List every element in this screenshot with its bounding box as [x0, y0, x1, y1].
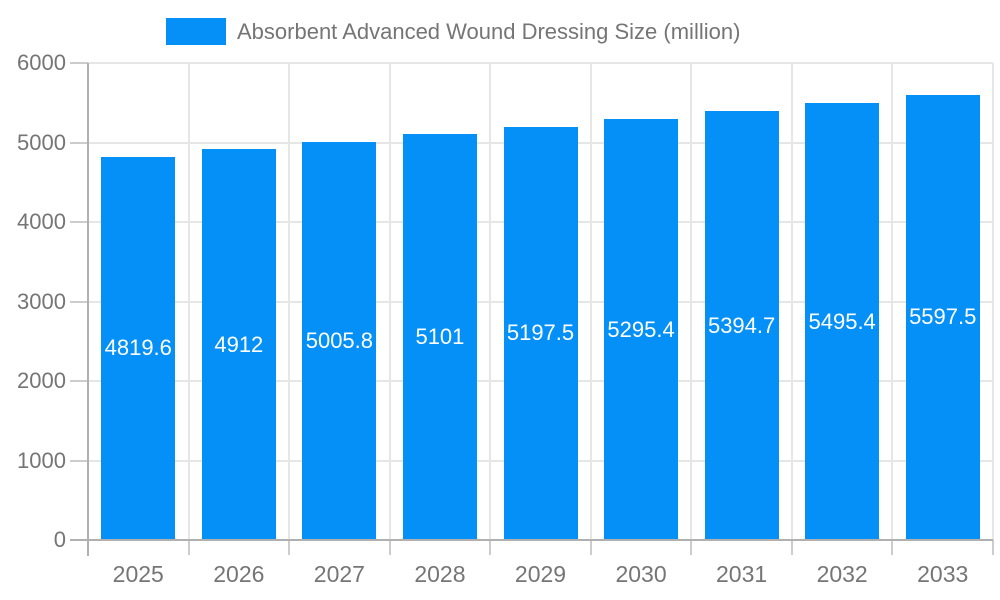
gridline-v	[891, 63, 894, 540]
bar-value-label: 4912	[214, 331, 264, 357]
y-tick	[70, 221, 88, 223]
bar-2027[interactable]: 5005.8	[302, 142, 377, 540]
x-tick-label: 2029	[514, 561, 567, 587]
bar-value-label: 5005.8	[305, 328, 374, 353]
x-tick-label: 2028	[414, 561, 466, 587]
bar-value-label: 5295.4	[607, 316, 675, 342]
legend-swatch	[166, 18, 226, 45]
x-tick-label: 2027	[313, 561, 365, 587]
x-tick	[187, 540, 190, 555]
bar-2030[interactable]: 5295.4	[604, 119, 679, 540]
x-tick	[489, 540, 492, 555]
bar-value-label: 4819.6	[104, 335, 172, 361]
x-tick	[388, 540, 391, 555]
x-tick-label: 2026	[213, 561, 265, 587]
gridline-v	[489, 63, 492, 540]
gridline-v	[388, 63, 391, 540]
x-tick	[891, 540, 894, 555]
x-tick-label: 2032	[816, 561, 868, 587]
x-tick	[690, 540, 693, 555]
y-tick-label: 1000	[17, 447, 66, 473]
legend: Absorbent Advanced Wound Dressing Size (…	[166, 18, 740, 45]
y-tick	[70, 141, 88, 144]
y-tick-label: 3000	[17, 288, 66, 314]
x-tick	[790, 540, 793, 555]
bar-value-label: 5495.4	[808, 308, 876, 334]
x-axis-line	[88, 539, 993, 541]
y-tick	[70, 380, 88, 382]
gridline-v	[187, 63, 190, 540]
gridline-v	[288, 63, 291, 540]
y-tick	[70, 459, 88, 462]
gridline-v	[589, 63, 592, 540]
y-tick-label: 0	[53, 527, 66, 552]
gridline-v	[690, 63, 693, 540]
gridline-v	[790, 63, 793, 540]
y-axis-line	[87, 63, 89, 556]
y-tick-label: 2000	[17, 368, 66, 393]
y-tick	[70, 300, 88, 303]
bar-value-label: 5197.5	[506, 320, 575, 346]
bar-2031[interactable]: 5394.7	[704, 111, 779, 540]
x-tick	[992, 540, 994, 555]
x-tick-label: 2025	[112, 561, 164, 587]
y-tick-label: 5000	[17, 129, 66, 155]
y-tick-label: 6000	[17, 50, 66, 75]
bar-value-label: 5394.7	[707, 312, 776, 338]
x-tick	[288, 540, 291, 555]
y-tick	[70, 62, 88, 64]
gridline-h	[88, 62, 993, 64]
x-tick-label: 2033	[917, 561, 969, 587]
y-tick	[70, 539, 88, 541]
bar-value-label: 5101	[415, 324, 465, 350]
y-tick-label: 4000	[17, 209, 66, 234]
bar-value-label: 5597.5	[909, 304, 977, 330]
bar-2033[interactable]: 5597.5	[905, 94, 980, 540]
bar-2026[interactable]: 4912	[201, 149, 276, 540]
gridline-v	[992, 63, 994, 540]
x-tick-label: 2030	[615, 561, 667, 587]
x-tick	[589, 540, 592, 555]
legend-label: Absorbent Advanced Wound Dressing Size (…	[237, 19, 741, 44]
bar-2032[interactable]: 5495.4	[805, 103, 880, 540]
bar-2025[interactable]: 4819.6	[101, 156, 176, 540]
bar-2029[interactable]: 5197.5	[503, 126, 578, 540]
x-tick-label: 2031	[716, 561, 768, 587]
bar-2028[interactable]: 5101	[402, 134, 477, 540]
